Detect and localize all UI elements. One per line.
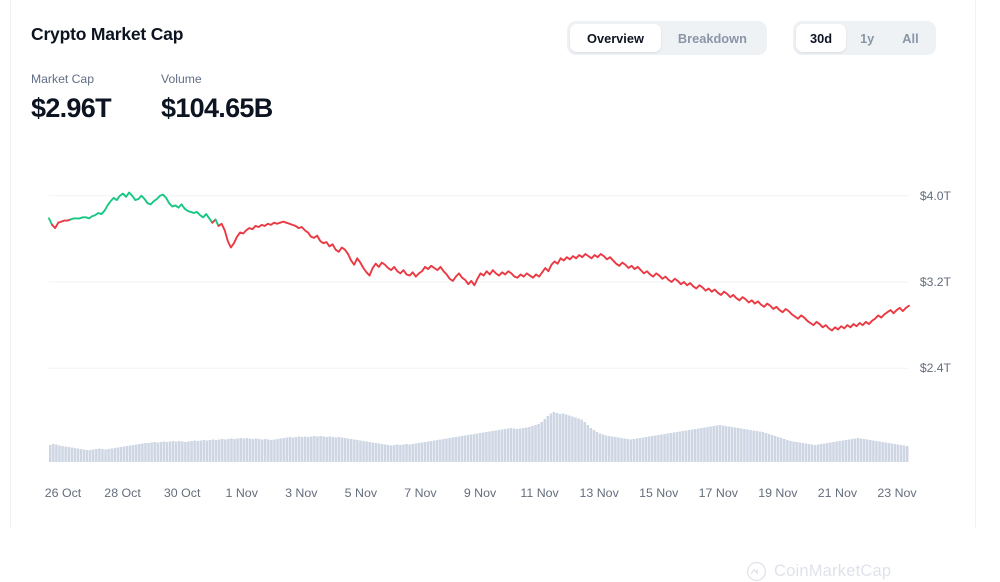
x-axis-tick: 30 Oct: [163, 486, 201, 500]
range-option-30d[interactable]: 30d: [796, 24, 847, 52]
y-axis-tick: $4.0T: [919, 188, 951, 203]
x-axis-tick: 26 Oct: [44, 486, 82, 500]
stat-market-cap-value: $2.96T: [31, 93, 112, 123]
x-axis-tick: 19 Nov: [758, 486, 798, 500]
chart-gridlines: [49, 195, 909, 369]
chart-plot-area[interactable]: [48, 140, 910, 480]
coinmarketcap-watermark: CoinMarketCap: [746, 561, 891, 582]
x-axis-tick: 3 Nov: [285, 486, 318, 500]
stat-market-cap-label: Market Cap: [31, 72, 94, 86]
view-option-overview[interactable]: Overview: [570, 24, 661, 52]
x-axis-tick: 13 Nov: [579, 486, 619, 500]
page-title: Crypto Market Cap: [31, 24, 184, 44]
x-axis-tick: 23 Nov: [877, 486, 917, 500]
x-axis-tick: 15 Nov: [639, 486, 679, 500]
stat-volume: Volume $104.65B: [161, 72, 273, 124]
x-axis-tick: 5 Nov: [344, 486, 378, 500]
market-cap-chart[interactable]: $4.0T $3.2T $2.4T 26 Oct 28 Oct 30 Oct 1 Nov 3…: [11, 140, 977, 582]
view-option-breakdown[interactable]: Breakdown: [661, 24, 764, 52]
stat-volume-label: Volume: [161, 72, 202, 86]
x-axis-tick: 28 Oct: [104, 486, 141, 500]
range-toggle-group[interactable]: 30d 1y All: [793, 21, 936, 55]
x-axis-tick: 1 Nov: [225, 486, 258, 500]
stat-volume-value: $104.65B: [161, 93, 273, 123]
x-axis-tick: 21 Nov: [817, 486, 858, 500]
stat-market-cap: Market Cap $2.96T: [31, 72, 112, 124]
watermark-text: CoinMarketCap: [774, 562, 892, 580]
view-toggle-group[interactable]: Overview Breakdown: [567, 21, 767, 55]
range-option-1y[interactable]: 1y: [846, 24, 888, 52]
x-axis-tick: 7 Nov: [404, 486, 437, 500]
y-axis-tick: $3.2T: [919, 275, 951, 289]
crypto-market-cap-card: Crypto Market Cap Overview Breakdown 30d 1…: [10, 0, 977, 582]
chart-svg: [48, 191, 910, 462]
volume-bars: [49, 412, 909, 462]
coinmarketcap-logo-icon: [746, 561, 767, 582]
x-axis-tick: 9 Nov: [463, 486, 497, 500]
x-axis-tick: 17 Nov: [698, 486, 738, 500]
market-cap-line: [48, 191, 910, 332]
y-axis-tick: $2.4T: [919, 361, 951, 376]
range-option-all[interactable]: All: [888, 24, 932, 52]
x-axis-tick: 11 Nov: [520, 486, 559, 500]
